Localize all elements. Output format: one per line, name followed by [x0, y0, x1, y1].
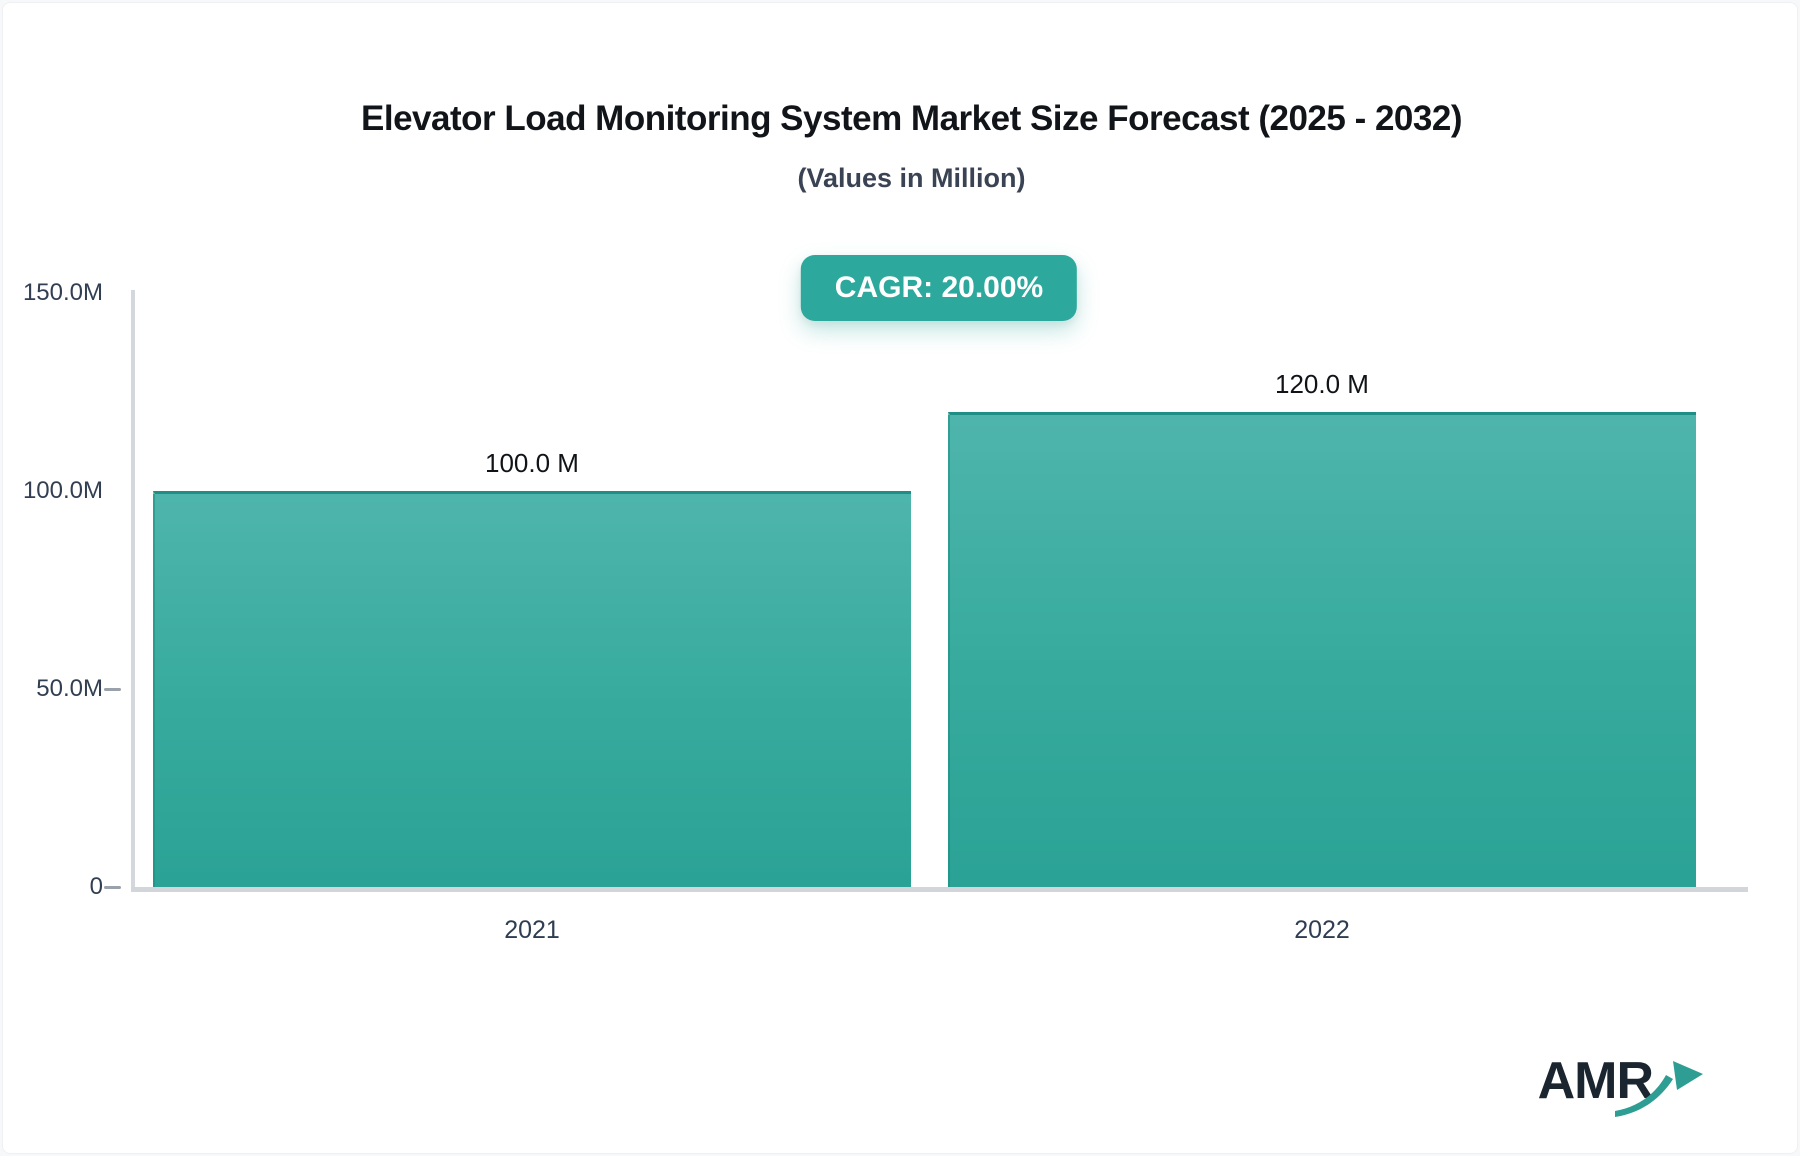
- bar-2022[interactable]: [948, 412, 1696, 887]
- y-axis-tick-50: [104, 688, 121, 691]
- chart-subtitle: (Values in Million): [797, 163, 1026, 193]
- y-axis-label-150: 150.0M: [22, 279, 103, 306]
- amr-logo-text: AMR: [1537, 1052, 1654, 1110]
- amr-logo: AMR: [1537, 1045, 1705, 1117]
- x-axis-label-2022: 2022: [1294, 916, 1350, 944]
- bar-value-label-2021: 100.0 M: [485, 448, 579, 478]
- growth-arrow-icon: [1615, 1061, 1703, 1117]
- chart-title: Elevator Load Monitoring System Market S…: [361, 99, 1462, 138]
- bar-value-label-2022: 120.0 M: [1275, 369, 1369, 399]
- chart-header: Elevator Load Monitoring System Market S…: [75, 99, 1748, 194]
- x-axis-line: [131, 887, 1748, 892]
- plot-area: 100.0 M 120.0 M: [133, 290, 1746, 887]
- bar-2021[interactable]: [153, 491, 911, 887]
- x-axis-label-2021: 2021: [504, 916, 560, 944]
- y-axis-label-0: 0: [89, 873, 103, 900]
- y-axis-label-100: 100.0M: [22, 477, 103, 504]
- y-axis-tick-0: [104, 886, 121, 889]
- y-axis-line: [131, 290, 135, 889]
- cagr-badge: CAGR: 20.00%: [800, 255, 1078, 321]
- y-axis-label-50: 50.0M: [36, 675, 103, 702]
